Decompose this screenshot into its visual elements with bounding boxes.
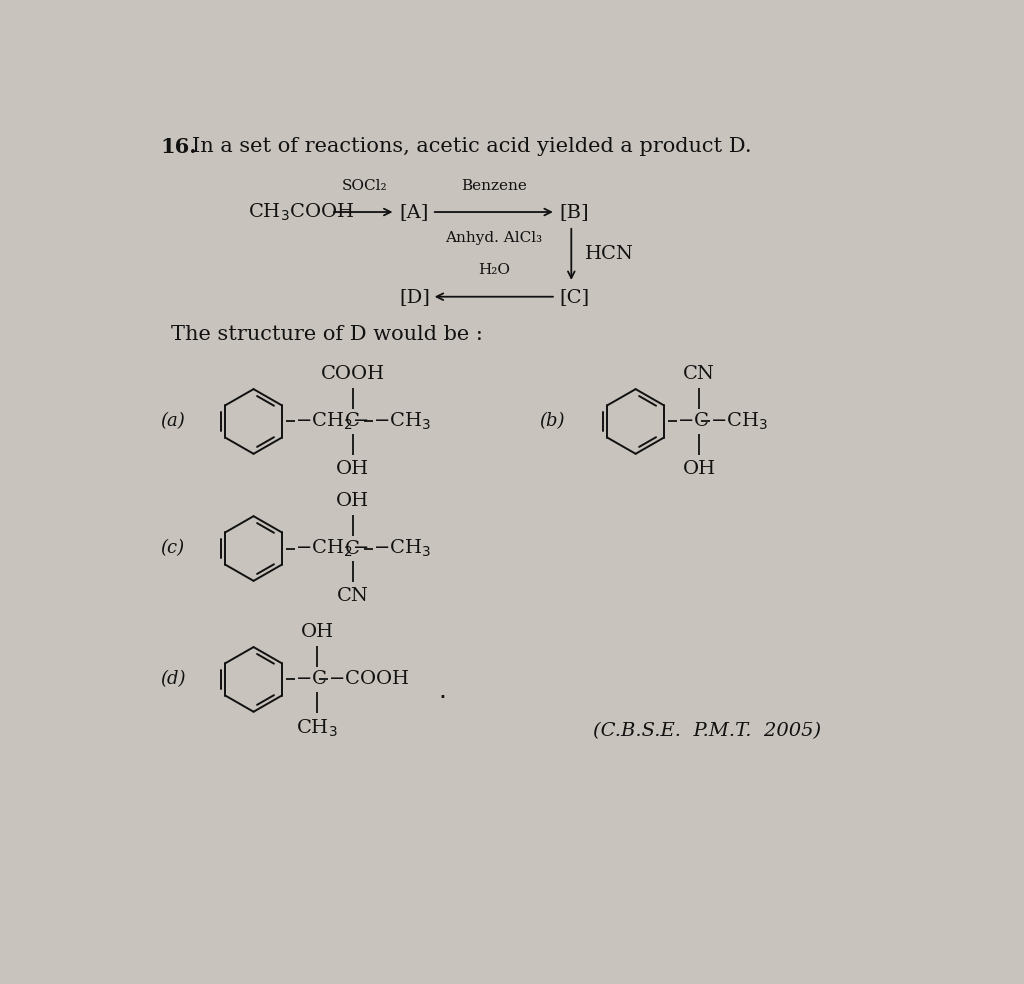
Text: CH$_3$: CH$_3$: [296, 718, 338, 739]
Text: $-$CH$_3$: $-$CH$_3$: [710, 410, 768, 432]
Text: [B]: [B]: [559, 203, 589, 221]
Text: (a): (a): [161, 412, 185, 430]
Text: COOH: COOH: [321, 365, 385, 383]
Text: $-$C: $-$C: [678, 412, 710, 430]
Text: C: C: [345, 539, 360, 558]
Text: 16.: 16.: [161, 137, 198, 156]
Text: $-$COOH: $-$COOH: [328, 670, 410, 689]
Text: (b): (b): [539, 412, 564, 430]
Text: CH$_3$COOH: CH$_3$COOH: [248, 202, 354, 222]
Text: OH: OH: [336, 492, 370, 510]
Text: Anhyd. AlCl₃: Anhyd. AlCl₃: [445, 231, 543, 245]
Text: [D]: [D]: [399, 287, 430, 306]
Text: [C]: [C]: [559, 287, 589, 306]
Text: SOCl₂: SOCl₂: [342, 179, 387, 193]
Text: In a set of reactions, acetic acid yielded a product D.: In a set of reactions, acetic acid yield…: [191, 137, 752, 155]
Text: CN: CN: [683, 365, 715, 383]
Text: CN: CN: [337, 587, 369, 605]
Text: (C.B.S.E.  P.M.T.  2005): (C.B.S.E. P.M.T. 2005): [593, 722, 821, 740]
Text: C: C: [345, 412, 360, 430]
Text: .: .: [438, 679, 446, 703]
Text: OH: OH: [683, 460, 716, 478]
Text: $-$CH$_3$: $-$CH$_3$: [373, 538, 431, 559]
Text: $-$CH$_2$$-$: $-$CH$_2$$-$: [295, 410, 370, 432]
Text: (d): (d): [161, 670, 186, 689]
Text: HCN: HCN: [586, 245, 634, 264]
Text: Benzene: Benzene: [461, 179, 526, 193]
Text: The structure of D would be :: The structure of D would be :: [171, 325, 482, 344]
Text: (c): (c): [161, 539, 184, 558]
Text: OH: OH: [336, 460, 370, 478]
Text: $-$CH$_3$: $-$CH$_3$: [373, 410, 431, 432]
Text: OH: OH: [300, 623, 334, 641]
Text: H₂O: H₂O: [478, 264, 510, 277]
Text: $-$C: $-$C: [295, 670, 328, 689]
Text: $-$CH$_2$$-$: $-$CH$_2$$-$: [295, 538, 370, 559]
Text: [A]: [A]: [399, 203, 429, 221]
